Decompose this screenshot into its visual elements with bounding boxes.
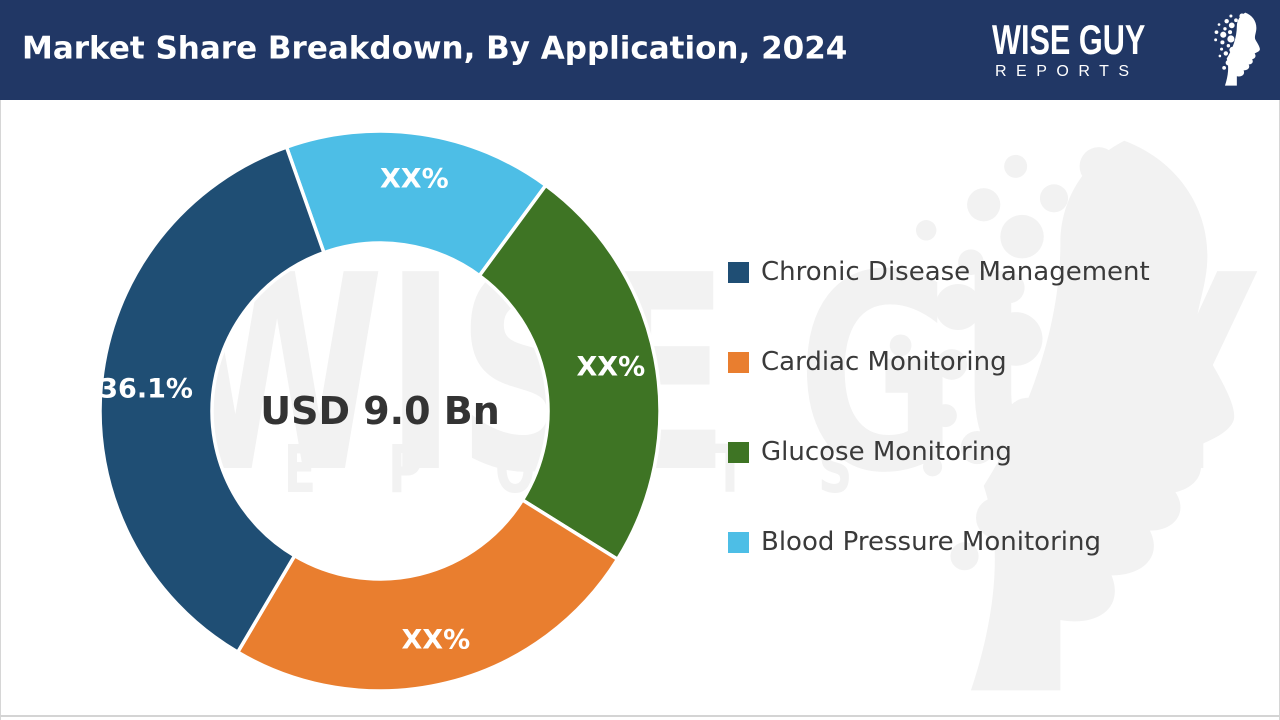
- page-title: Market Share Breakdown, By Application, …: [22, 30, 848, 67]
- legend-label: Chronic Disease Management: [761, 257, 1150, 287]
- chart-center-label: USD 9.0 Bn: [260, 389, 500, 433]
- legend-swatch-icon: [728, 351, 749, 373]
- legend-item: Chronic Disease Management: [728, 258, 1150, 286]
- face-profile-icon: [1214, 12, 1260, 86]
- logo-wordmark: WISE GUY REPORTS: [992, 19, 1202, 81]
- donut-chart: XX% XX% XX% 36.1% USD 9.0 Bn: [98, 129, 662, 693]
- segment-label-2: XX%: [401, 624, 470, 655]
- segment-label-3: 36.1%: [99, 373, 193, 404]
- legend: Chronic Disease Management Cardiac Monito…: [728, 258, 1150, 618]
- donut-segment-3: [98, 144, 327, 655]
- legend-label: Cardiac Monitoring: [761, 347, 1007, 377]
- legend-label: Glucose Monitoring: [761, 437, 1012, 467]
- bottom-rule: [0, 715, 1280, 717]
- legend-item: Glucose Monitoring: [728, 438, 1150, 466]
- logo-line2: REPORTS: [994, 63, 1139, 80]
- logo-line1: WISE GUY: [991, 16, 1146, 63]
- legend-item: Cardiac Monitoring: [728, 348, 1150, 376]
- header: Market Share Breakdown, By Application, …: [0, 0, 1280, 100]
- legend-label: Blood Pressure Monitoring: [761, 527, 1101, 557]
- segment-label-0: XX%: [380, 164, 449, 195]
- donut-segment-1: [477, 182, 662, 562]
- legend-swatch-icon: [728, 261, 749, 283]
- donut-segment-2: [235, 497, 620, 693]
- wise-guy-reports-logo: WISE GUY REPORTS: [992, 4, 1264, 96]
- legend-swatch-icon: [728, 441, 749, 463]
- chart-canvas: WISE GUY REPORTS XX%XX%XX%36.1%USD 9.0 B…: [0, 100, 1280, 720]
- legend-item: Blood Pressure Monitoring: [728, 528, 1150, 556]
- segment-label-1: XX%: [576, 352, 645, 383]
- legend-swatch-icon: [728, 531, 749, 553]
